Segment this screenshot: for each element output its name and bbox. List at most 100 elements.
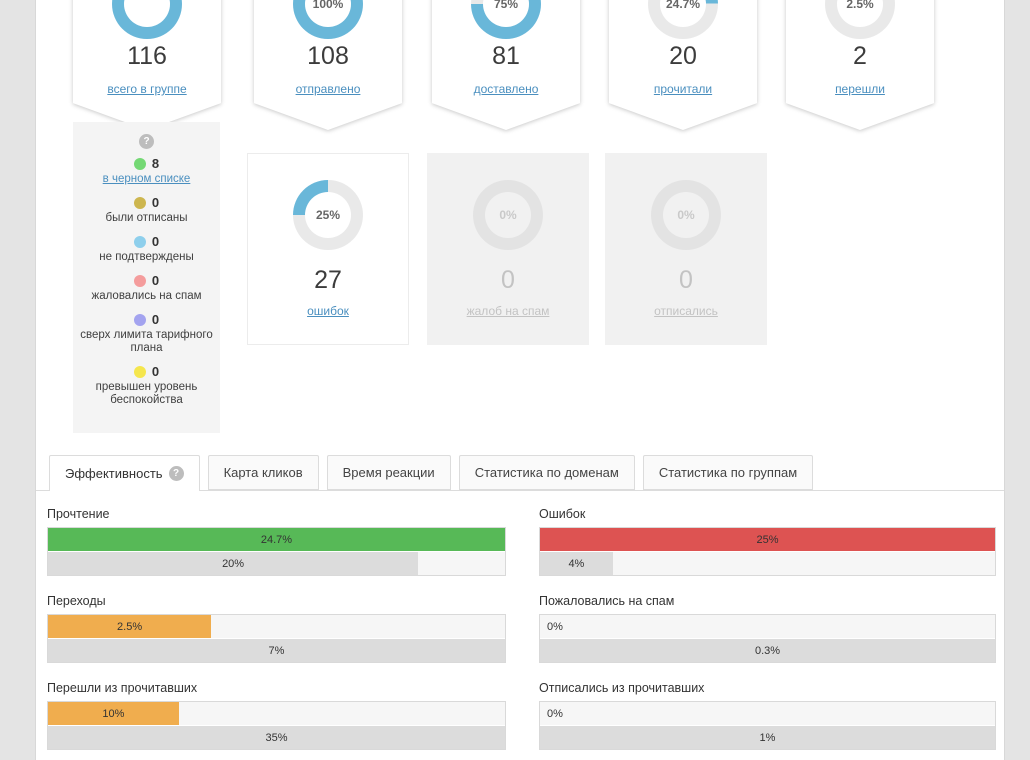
read-link[interactable]: прочитали <box>653 82 713 96</box>
help-icon[interactable]: ? <box>139 134 154 149</box>
bar-value-label: 0% <box>547 620 563 633</box>
status-item-unconfirmed: 0 не подтверждены <box>73 234 220 264</box>
unsubscribed-from-readers-bar: 0% <box>540 702 995 725</box>
spam-complaints-reference-bar: 0.3% <box>540 639 995 662</box>
stat-card-sent: 100% 108 отправлено <box>254 0 402 130</box>
reference-bar-row: 20% <box>48 551 505 575</box>
bar-group-title: Переходы <box>47 594 106 608</box>
bar-value-label: 10% <box>102 707 125 720</box>
donut-percent: 25% <box>315 208 341 222</box>
status-value: 0 <box>151 234 160 249</box>
actual-bar-row: 2.5% <box>48 615 505 638</box>
donut-percent <box>112 0 182 39</box>
status-dot <box>133 313 146 326</box>
tab-label: Эффективность <box>65 466 163 481</box>
bar-value-label: 20% <box>222 557 245 570</box>
stat-card-total-in-group: 116 всего в группе <box>73 0 221 130</box>
tab-label: Статистика по доменам <box>474 465 619 480</box>
donut-percent: 2.5% <box>846 0 874 11</box>
donut-percent: 24.7% <box>665 0 701 11</box>
effectiveness-panel: Прочтение 24.7% 20% <box>36 490 1004 760</box>
errors-link[interactable]: ошибок <box>307 304 349 318</box>
actual-bar-row: 0% <box>540 615 995 638</box>
blacklist-link[interactable]: в черном списке <box>102 173 191 185</box>
clicked-value: 2 <box>853 42 867 70</box>
delivered-value: 81 <box>492 42 520 70</box>
sent-link[interactable]: отправлено <box>295 82 361 96</box>
clicks-reference-bar: 7% <box>48 639 505 662</box>
read-value: 20 <box>669 42 697 70</box>
clicked-link[interactable]: перешли <box>835 82 885 96</box>
tab-click-map[interactable]: Карта кликов <box>207 455 319 490</box>
stat-card-read: 24.7% 20 прочитали <box>609 0 757 130</box>
spam-complaints-bar: 0% <box>540 615 995 638</box>
status-dot <box>133 196 146 209</box>
stat-card-clicked: 2.5% 2 перешли <box>786 0 934 130</box>
clicks-from-readers-reference-bar: 35% <box>48 726 505 749</box>
bar-value-label: 4% <box>568 557 585 570</box>
status-item-over-plan-limit: 0 сверх лимита тарифного плана <box>73 312 220 355</box>
status-item-anxiety-exceeded: 0 превышен уровень беспокойства <box>73 364 220 407</box>
bar-value-label: 1% <box>759 731 776 744</box>
status-value: 0 <box>151 312 160 327</box>
unsubscribed-from-readers-reference-bar: 1% <box>540 726 995 749</box>
bar-group-clicks-from-readers: Перешли из прочитавших 10% 35% <box>47 681 506 750</box>
status-item-were-unsubscribed: 0 были отписаны <box>73 195 220 225</box>
errors-bar: 25% <box>540 528 995 551</box>
status-value: 0 <box>151 195 160 210</box>
donut-percent: 75% <box>493 0 519 11</box>
bar-value-label: 7% <box>268 644 285 657</box>
tab-label: Статистика по группам <box>658 465 798 480</box>
stat-card-spam-complaints: 0% 0 жалоб на спам <box>427 153 589 345</box>
spam-link: жалоб на спам <box>466 304 550 318</box>
status-item-spam-complained: 0 жаловались на спам <box>73 273 220 303</box>
tab-domain-stats[interactable]: Статистика по доменам <box>458 455 635 490</box>
bar-value-label: 0% <box>547 707 563 720</box>
tab-reaction-time[interactable]: Время реакции <box>326 455 451 490</box>
bar-group-title: Ошибок <box>539 507 586 521</box>
tab-group-stats[interactable]: Статистика по группам <box>642 455 814 490</box>
bar-value-label: 2.5% <box>117 620 143 633</box>
tab-label: Карта кликов <box>223 465 303 480</box>
total-value: 116 <box>127 42 167 70</box>
delivered-link[interactable]: доставлено <box>473 82 539 96</box>
status-value: 8 <box>151 156 160 171</box>
tab-effectiveness[interactable]: Эффективность ? <box>49 455 200 491</box>
spam-value: 0 <box>501 266 515 294</box>
status-value: 0 <box>151 273 160 288</box>
spam-donut-chart: 0% <box>473 180 543 250</box>
help-icon[interactable]: ? <box>168 466 184 481</box>
reading-reference-bar: 20% <box>48 552 419 575</box>
reading-bar: 24.7% <box>48 528 505 551</box>
bar-group-title: Отписались из прочитавших <box>539 681 705 695</box>
errors-value: 27 <box>314 266 342 294</box>
status-dot <box>133 365 146 378</box>
bar-group-title: Прочтение <box>47 507 110 521</box>
bar-group-title: Пожаловались на спам <box>539 594 675 608</box>
actual-bar-row: 0% <box>540 702 995 725</box>
effectiveness-right-column: Ошибок 25% 4% <box>539 507 996 760</box>
clicks-bar: 2.5% <box>48 615 212 638</box>
bar-group-clicks: Переходы 2.5% 7% <box>47 594 506 663</box>
total-in-group-link[interactable]: всего в группе <box>107 82 187 96</box>
stat-card-unsubscribed: 0% 0 отписались <box>605 153 767 345</box>
stats-tab-bar: Эффективность ? Карта кликов Время реакц… <box>49 455 814 491</box>
main-content: 116 всего в группе 100% 108 отправлено 7… <box>35 0 1005 760</box>
stat-card-delivered: 75% 81 доставлено <box>432 0 580 130</box>
actual-bar-row: 24.7% <box>48 528 505 551</box>
sent-value: 108 <box>307 42 349 70</box>
clicks-from-readers-bar: 10% <box>48 702 179 725</box>
donut-percent: 0% <box>677 208 695 222</box>
bar-group-spam-complaints: Пожаловались на спам 0% 0.3% <box>539 594 996 663</box>
bar-value-label: 0.3% <box>754 644 781 657</box>
actual-bar-row: 25% <box>540 528 995 551</box>
status-label: были отписаны <box>105 212 188 224</box>
recipient-status-panel: ? 8 в черном списке 0 были отписаны 0 <box>73 122 220 433</box>
bar-group-errors: Ошибок 25% 4% <box>539 507 996 576</box>
reference-bar-row: 35% <box>48 725 505 749</box>
tab-label: Время реакции <box>342 465 435 480</box>
errors-donut-chart: 25% <box>293 180 363 250</box>
delivered-donut-chart: 75% <box>471 0 541 39</box>
effectiveness-left-column: Прочтение 24.7% 20% <box>47 507 506 760</box>
unsubscribed-donut-chart: 0% <box>651 180 721 250</box>
